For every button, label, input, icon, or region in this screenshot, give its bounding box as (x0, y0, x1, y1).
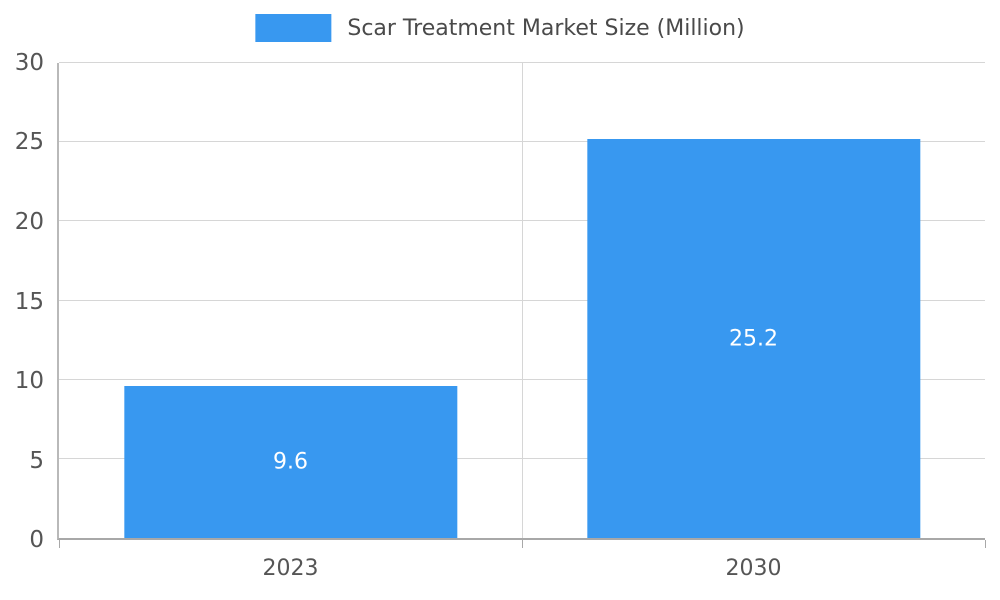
bar-slot: 2030 25.2 (522, 63, 985, 581)
x-axis-tick (59, 540, 60, 548)
bar-slot: 2023 9.6 (59, 63, 522, 581)
x-tick-label: 2030 (725, 556, 782, 581)
y-axis: 0 5 10 15 20 25 30 (0, 50, 48, 553)
v-gridline (522, 63, 523, 538)
bar[interactable]: 25.2 (586, 139, 921, 538)
chart-legend: Scar Treatment Market Size (Million) (255, 14, 745, 42)
y-tick-label: 30 (14, 50, 44, 76)
x-tick-label: 2023 (262, 556, 319, 581)
bar[interactable]: 9.6 (123, 386, 458, 538)
legend-swatch (255, 14, 332, 42)
x-axis-tick (985, 540, 986, 548)
h-gridline (59, 62, 985, 63)
plot-area: 2023 9.6 2030 25.2 (57, 62, 986, 581)
y-tick-label: 0 (29, 527, 44, 553)
y-tick-label: 5 (29, 447, 44, 474)
y-tick-label: 15 (14, 288, 44, 315)
y-tick-label: 20 (14, 208, 44, 235)
chart-title: Scar Treatment Market Size (Million) (347, 15, 745, 41)
bar-value-label: 9.6 (272, 449, 308, 475)
y-tick-label: 10 (14, 367, 44, 394)
bar-value-label: 25.2 (729, 326, 778, 351)
x-axis-tick (522, 540, 523, 548)
y-tick-label: 25 (14, 129, 44, 156)
